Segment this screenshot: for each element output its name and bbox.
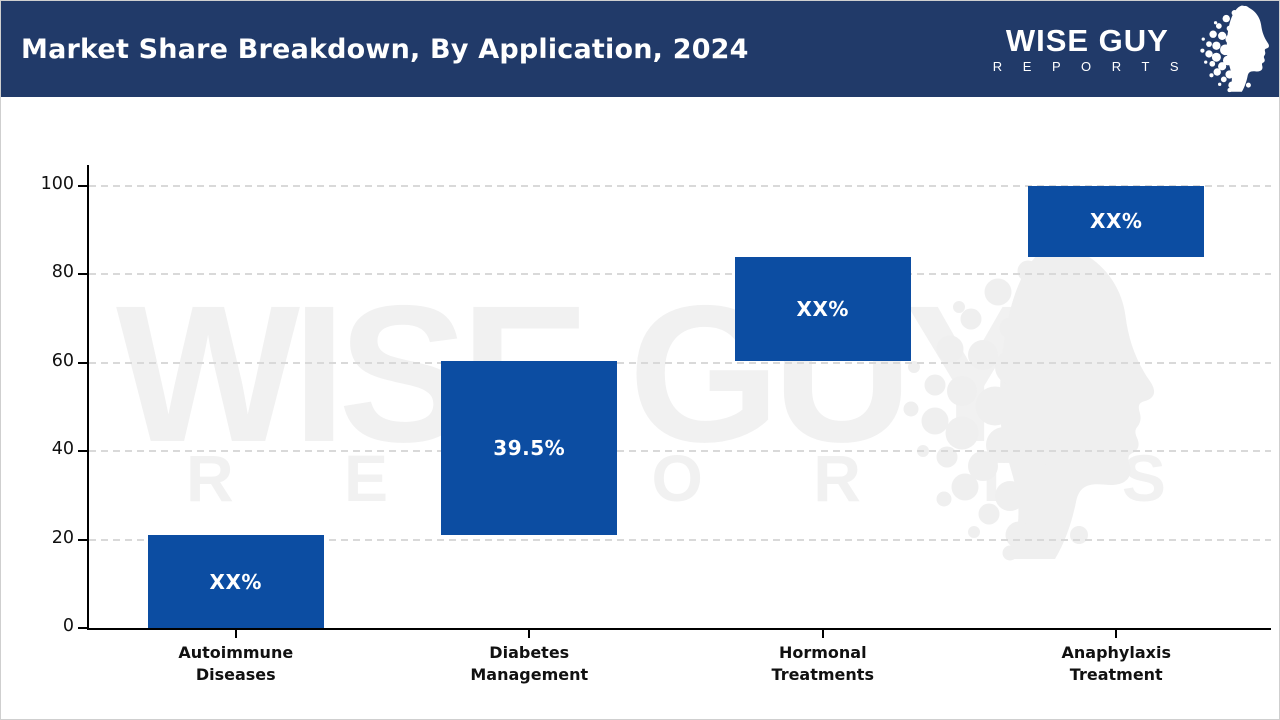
x-category-label-line: Treatment — [1069, 665, 1163, 685]
header-bar: Market Share Breakdown, By Application, … — [1, 1, 1279, 97]
x-category-label-hormonal-treatments: Hormonal Treatments — [693, 642, 953, 686]
y-tick-mark — [78, 450, 87, 453]
x-tick-mark — [1115, 630, 1118, 638]
x-category-label-line: Anaphylaxis — [1061, 643, 1171, 662]
x-category-label-line: Management — [470, 665, 589, 685]
bar-diabetes-management: 39.5% — [441, 360, 618, 536]
y-tick-mark — [78, 538, 87, 541]
x-category-label-line: Diseases — [195, 665, 276, 685]
bar-autoimmune-diseases: XX% — [147, 535, 324, 628]
bar-value-label: XX% — [796, 296, 849, 321]
x-category-label-diabetes-management: Diabetes Management — [399, 642, 659, 686]
bar-value-label: XX% — [1090, 209, 1143, 234]
x-category-label-line: Diabetes — [489, 643, 570, 662]
bar-value-label: 39.5% — [493, 435, 566, 460]
x-category-label-line: Hormonal — [778, 643, 867, 662]
x-axis-line — [87, 628, 1271, 630]
y-tick-mark — [78, 184, 87, 187]
gridline-40 — [89, 450, 1271, 453]
x-tick-mark — [528, 630, 531, 638]
logo-name: WISE GUY — [1005, 23, 1169, 58]
y-tick-label: 80 — [51, 262, 74, 283]
gridline-80 — [89, 273, 1271, 276]
bar-value-label: XX% — [209, 569, 262, 594]
y-tick-label: 60 — [51, 350, 74, 371]
logo-subtitle: R E P O R T S — [992, 59, 1187, 74]
gridline-100 — [89, 184, 1271, 187]
y-tick-label: 0 — [62, 616, 74, 636]
logo-text: WISE GUY R E P O R T S — [988, 25, 1187, 73]
bar-hormonal-treatments: XX% — [734, 256, 911, 361]
gridline-60 — [89, 361, 1271, 364]
x-tick-mark — [821, 630, 824, 638]
wise-guy-head-icon — [1189, 3, 1275, 95]
y-tick-label: 100 — [40, 173, 74, 194]
y-tick-label: 40 — [51, 439, 74, 460]
y-axis-line — [87, 165, 89, 630]
x-category-label-autoimmune-diseases: Autoimmune Diseases — [106, 642, 366, 686]
x-category-label-anaphylaxis-treatment: Anaphylaxis Treatment — [986, 642, 1246, 686]
bar-anaphylaxis-treatment: XX% — [1028, 185, 1205, 257]
wise-guy-logo: WISE GUY R E P O R T S — [988, 3, 1275, 95]
y-tick-mark — [78, 273, 87, 276]
y-tick-mark — [78, 361, 87, 364]
chart-title: Market Share Breakdown, By Application, … — [21, 33, 749, 65]
x-tick-mark — [234, 630, 237, 638]
y-tick-label: 20 — [51, 527, 74, 548]
x-category-label-line: Treatments — [771, 665, 874, 685]
gridline-20 — [89, 538, 1271, 541]
y-tick-mark — [78, 627, 87, 629]
x-category-label-line: Autoimmune — [178, 643, 294, 662]
